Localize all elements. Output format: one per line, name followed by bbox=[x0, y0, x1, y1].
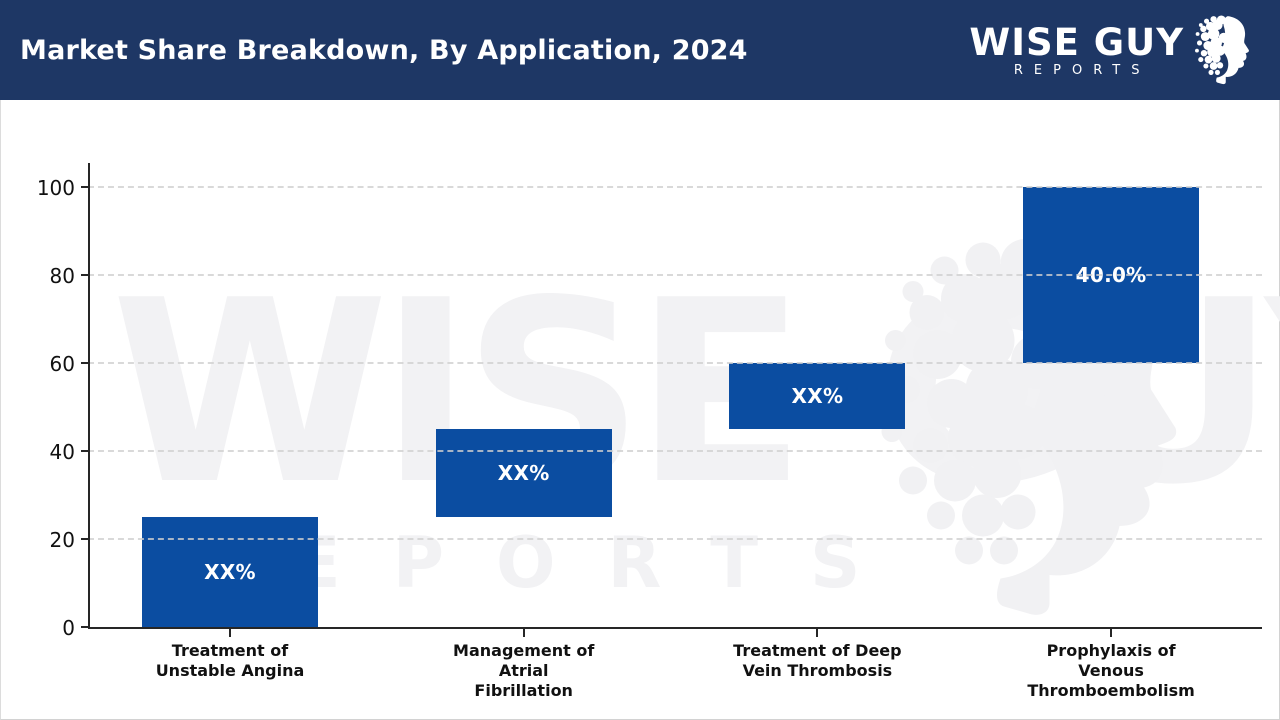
brand-name: WISE GUY bbox=[969, 20, 1184, 64]
gridline bbox=[88, 362, 1262, 364]
header-bar: Market Share Breakdown, By Application, … bbox=[0, 0, 1280, 100]
y-tick-label: 20 bbox=[49, 528, 75, 552]
bar: XX% bbox=[729, 363, 906, 429]
page-title: Market Share Breakdown, By Application, … bbox=[20, 34, 748, 66]
y-tick-label: 60 bbox=[49, 352, 75, 376]
x-axis-tick bbox=[522, 629, 525, 637]
category-label: Treatment of Unstable Angina bbox=[155, 641, 305, 680]
x-axis-tick bbox=[816, 629, 819, 637]
gridline bbox=[88, 186, 1262, 188]
y-tick-label: 80 bbox=[49, 264, 75, 288]
y-tick-label: 100 bbox=[36, 176, 75, 200]
y-axis-tick bbox=[81, 274, 88, 276]
bar-value-label: XX% bbox=[204, 560, 256, 584]
y-axis-line bbox=[88, 163, 90, 629]
y-tick-label: 40 bbox=[49, 440, 75, 464]
x-axis-tick bbox=[229, 629, 231, 637]
x-axis-tick bbox=[1110, 629, 1113, 637]
brand-logo: WISE GUY REPORTS bbox=[969, 4, 1252, 96]
gridline bbox=[88, 274, 1262, 276]
gridline bbox=[88, 450, 1262, 452]
y-axis-tick bbox=[81, 538, 88, 540]
bar: XX% bbox=[435, 429, 612, 517]
gridline bbox=[88, 538, 1262, 540]
brand-subtitle: REPORTS bbox=[1013, 62, 1151, 78]
y-axis-tick bbox=[81, 362, 88, 364]
x-axis-line bbox=[88, 627, 1262, 629]
dot-face-logo-icon bbox=[1195, 15, 1249, 85]
y-axis-tick bbox=[81, 450, 88, 452]
y-axis-tick bbox=[81, 186, 88, 188]
brand-logo-text: WISE GUY REPORTS bbox=[969, 24, 1184, 77]
bar-value-label: XX% bbox=[497, 461, 550, 485]
category-label: Treatment of Deep Vein Thrombosis bbox=[733, 641, 902, 680]
y-axis-tick bbox=[81, 626, 88, 628]
bar-value-label: XX% bbox=[791, 384, 844, 408]
category-label: Management of Atrial Fibrillation bbox=[453, 641, 595, 700]
y-tick-label: 0 bbox=[62, 616, 75, 640]
category-label: Prophylaxis of Venous Thromboembolism bbox=[1027, 641, 1195, 700]
bar: XX% bbox=[142, 517, 318, 627]
